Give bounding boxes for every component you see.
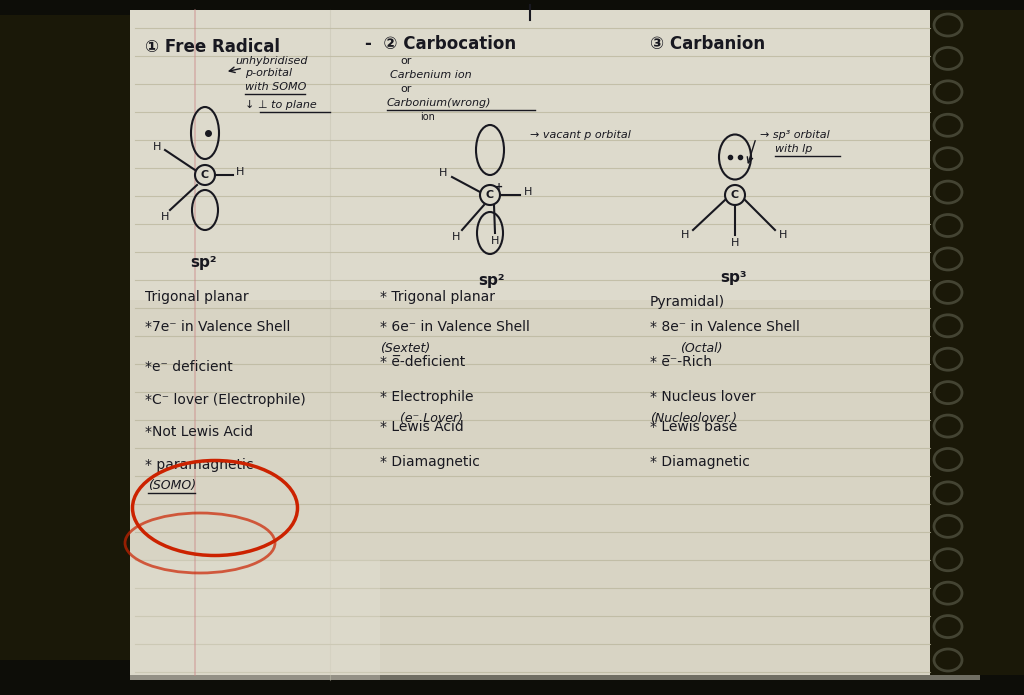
- Text: (Octal): (Octal): [680, 342, 723, 355]
- Text: H: H: [779, 230, 787, 240]
- Text: H: H: [524, 187, 532, 197]
- Text: or: or: [400, 84, 412, 94]
- Text: (Sextet): (Sextet): [380, 342, 430, 355]
- Text: * e̅⁻-Rich: * e̅⁻-Rich: [650, 355, 712, 369]
- Text: * 6e⁻ in Valence Shell: * 6e⁻ in Valence Shell: [380, 320, 529, 334]
- Text: H: H: [236, 167, 244, 177]
- Text: H: H: [490, 236, 499, 246]
- Text: * e̅-deficient: * e̅-deficient: [380, 355, 465, 369]
- Text: *Not Lewis Acid: *Not Lewis Acid: [145, 425, 253, 439]
- Text: sp³: sp³: [720, 270, 746, 285]
- Text: C: C: [731, 190, 739, 200]
- Text: * Trigonal planar: * Trigonal planar: [380, 290, 495, 304]
- Text: * Lewis Acid: * Lewis Acid: [380, 420, 464, 434]
- Text: * Diamagnetic: * Diamagnetic: [650, 455, 750, 469]
- Text: * Diamagnetic: * Diamagnetic: [380, 455, 480, 469]
- Text: Pyramidal): Pyramidal): [650, 295, 725, 309]
- Circle shape: [195, 165, 215, 185]
- Text: ③ Carbanion: ③ Carbanion: [650, 35, 765, 53]
- Bar: [130, 300, 980, 680]
- Text: Carbenium ion: Carbenium ion: [390, 70, 472, 80]
- Bar: [130, 10, 980, 675]
- Bar: [930, 10, 1024, 675]
- Text: * Electrophile: * Electrophile: [380, 390, 473, 404]
- Text: → sp³ orbital: → sp³ orbital: [760, 130, 829, 140]
- Text: sp²: sp²: [190, 255, 216, 270]
- Text: -  ② Carbocation: - ② Carbocation: [365, 35, 516, 53]
- Text: H: H: [161, 212, 169, 222]
- Text: (SOMO): (SOMO): [148, 479, 197, 492]
- Text: H: H: [681, 230, 689, 240]
- Text: ion: ion: [420, 112, 435, 122]
- Text: H: H: [731, 238, 739, 248]
- Text: sp²: sp²: [478, 273, 505, 288]
- Text: H: H: [439, 168, 447, 178]
- Text: with SOMO: with SOMO: [245, 82, 306, 92]
- Text: *C⁻ lover (Electrophile): *C⁻ lover (Electrophile): [145, 393, 306, 407]
- Bar: [0, 0, 1024, 15]
- Text: (e⁻ Lover): (e⁻ Lover): [400, 412, 463, 425]
- Text: *e⁻ deficient: *e⁻ deficient: [145, 360, 232, 374]
- Text: Trigonal planar: Trigonal planar: [145, 290, 249, 304]
- Text: H: H: [452, 232, 460, 242]
- Text: * Nucleus lover: * Nucleus lover: [650, 390, 756, 404]
- Text: or: or: [400, 56, 412, 66]
- Text: ① Free Radical: ① Free Radical: [145, 38, 280, 56]
- Text: ↓ ⊥ to plane: ↓ ⊥ to plane: [245, 100, 316, 110]
- Text: +: +: [495, 182, 503, 192]
- Circle shape: [480, 185, 500, 205]
- Text: * paramagnetic: * paramagnetic: [145, 458, 254, 472]
- Bar: [0, 660, 1024, 695]
- Text: with lp: with lp: [775, 144, 812, 154]
- Bar: [0, 0, 130, 695]
- Bar: [130, 560, 380, 680]
- Text: (Nucleolover.): (Nucleolover.): [650, 412, 737, 425]
- Text: Carbonium(wrong): Carbonium(wrong): [387, 98, 492, 108]
- Text: C: C: [201, 170, 209, 180]
- Text: H: H: [153, 142, 161, 152]
- Text: * Lewis base: * Lewis base: [650, 420, 737, 434]
- Text: C: C: [486, 190, 494, 200]
- Circle shape: [725, 185, 745, 205]
- Text: unhybridised: unhybridised: [234, 56, 307, 66]
- Text: * 8e⁻ in Valence Shell: * 8e⁻ in Valence Shell: [650, 320, 800, 334]
- Text: p-orbital: p-orbital: [245, 68, 292, 78]
- Text: → vacant p orbital: → vacant p orbital: [530, 130, 631, 140]
- Text: *7e⁻ in Valence Shell: *7e⁻ in Valence Shell: [145, 320, 291, 334]
